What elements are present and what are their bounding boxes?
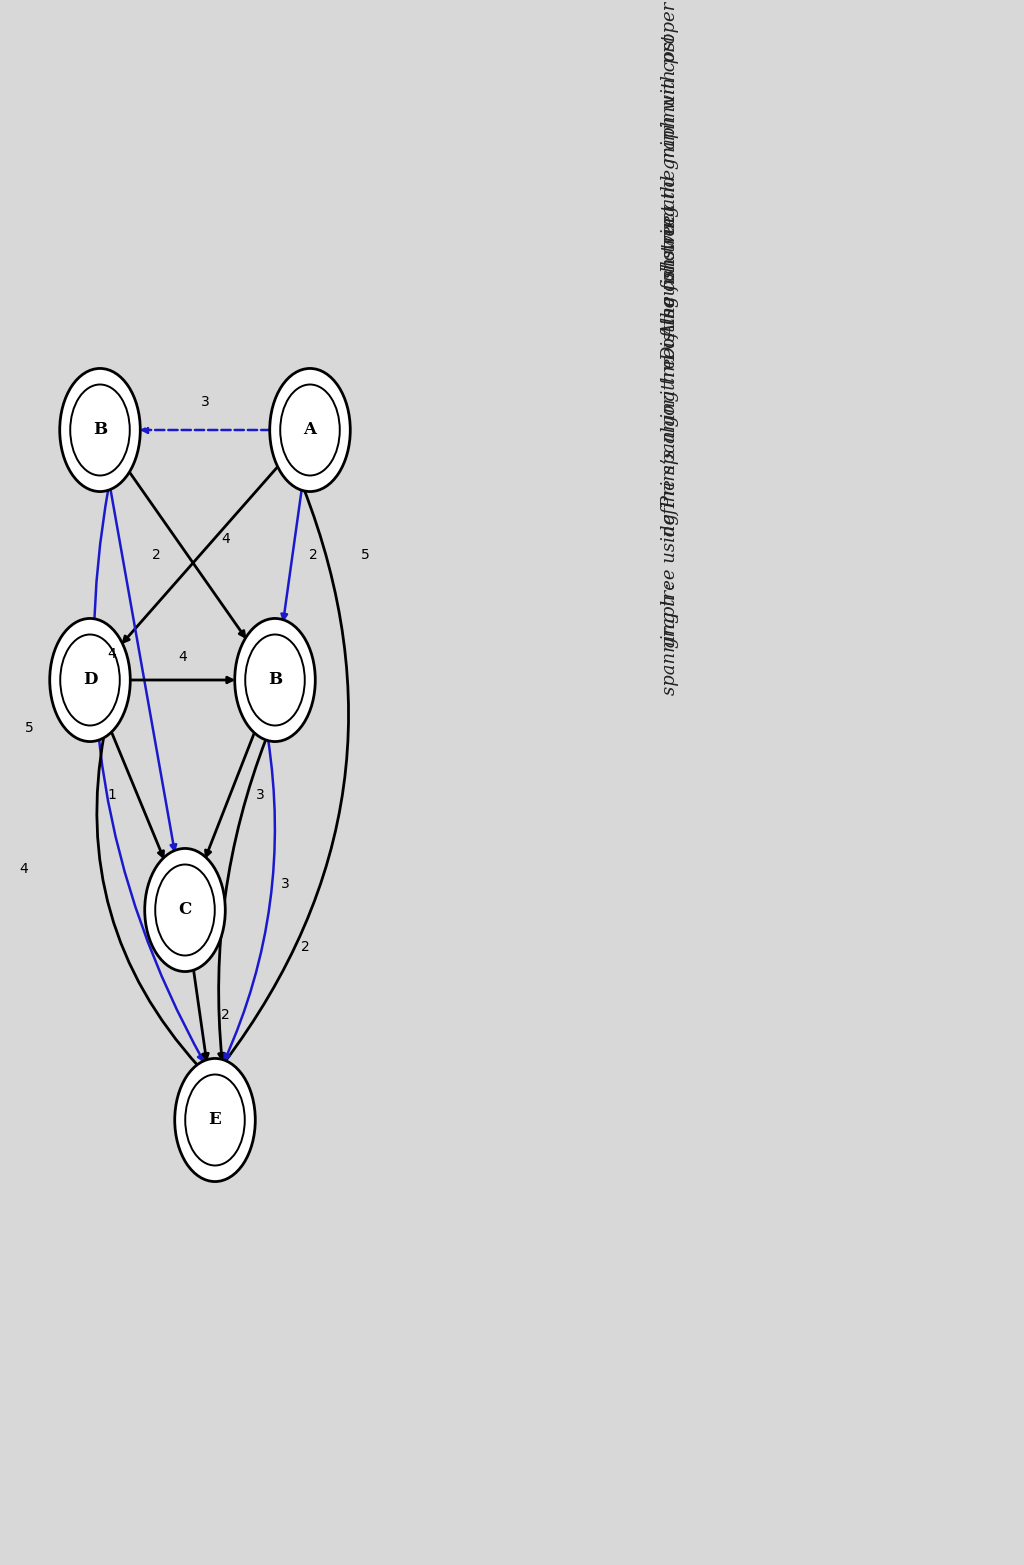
Text: define spanning tree. Also construct the minimum cost: define spanning tree. Also construct the… <box>662 34 679 537</box>
FancyArrowPatch shape <box>224 488 348 1063</box>
Text: 4: 4 <box>221 532 230 546</box>
FancyArrowPatch shape <box>219 737 266 1060</box>
FancyArrowPatch shape <box>130 678 232 682</box>
Text: B: B <box>268 671 282 689</box>
Text: 2: 2 <box>153 548 161 562</box>
FancyArrowPatch shape <box>129 471 245 637</box>
Text: graph :: graph : <box>662 582 679 648</box>
Text: C: C <box>178 901 191 919</box>
FancyArrowPatch shape <box>111 731 164 858</box>
Circle shape <box>269 368 350 491</box>
FancyArrowPatch shape <box>206 731 255 856</box>
Circle shape <box>234 618 315 742</box>
Text: E: E <box>209 1111 221 1128</box>
Circle shape <box>175 1058 255 1182</box>
Circle shape <box>50 618 130 742</box>
Text: D: D <box>83 671 97 689</box>
Text: 3: 3 <box>281 878 290 892</box>
FancyArrowPatch shape <box>97 734 199 1066</box>
FancyArrowPatch shape <box>282 488 302 620</box>
Text: 3: 3 <box>201 394 209 408</box>
Circle shape <box>59 368 140 491</box>
Text: A: A <box>303 421 316 438</box>
FancyArrowPatch shape <box>224 739 274 1060</box>
Text: 2: 2 <box>308 548 317 562</box>
Text: 5: 5 <box>25 721 34 736</box>
Text: 4: 4 <box>108 648 116 662</box>
Text: Distinguish tree and graph with proper example and: Distinguish tree and graph with proper e… <box>662 0 679 360</box>
Text: 2: 2 <box>221 1008 230 1022</box>
Text: spanning tree using Prim’s algorithm of the following: spanning tree using Prim’s algorithm of … <box>662 205 679 695</box>
Text: B: B <box>93 421 108 438</box>
Circle shape <box>144 848 225 972</box>
Text: 2: 2 <box>301 941 310 955</box>
Text: 1: 1 <box>108 789 117 801</box>
FancyArrowPatch shape <box>194 967 208 1060</box>
FancyArrowPatch shape <box>124 466 279 642</box>
Text: 5: 5 <box>361 548 370 562</box>
Text: 4: 4 <box>19 862 29 876</box>
FancyArrowPatch shape <box>111 487 176 850</box>
Text: 4: 4 <box>178 649 186 664</box>
FancyArrowPatch shape <box>142 427 270 434</box>
FancyArrowPatch shape <box>94 487 203 1061</box>
Text: 3: 3 <box>256 789 265 801</box>
